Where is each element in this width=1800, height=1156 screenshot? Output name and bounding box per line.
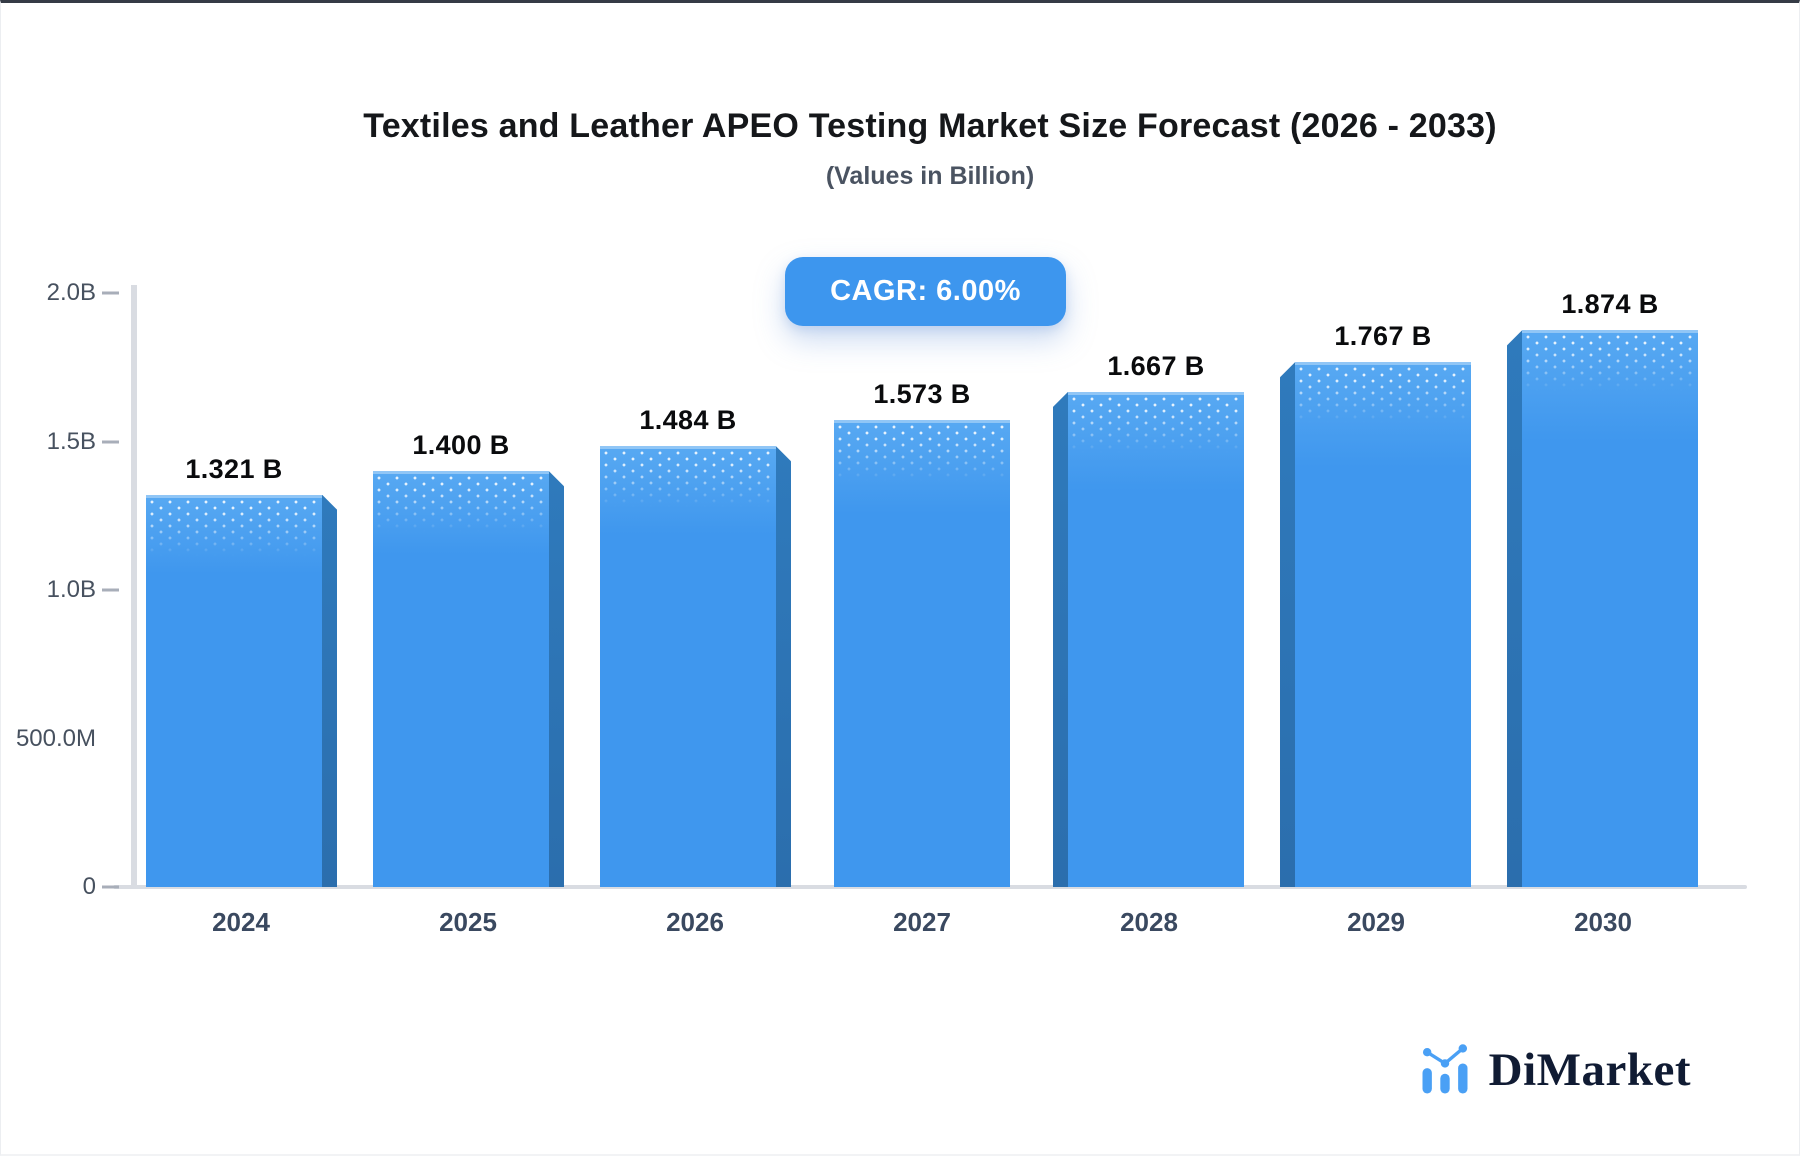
x-tick-label-2024: 2024	[212, 907, 270, 937]
bar-value-label: 1.874 B	[1561, 289, 1659, 320]
bar-top-dots-texture	[1297, 367, 1469, 424]
bar-2026	[600, 446, 791, 887]
bar-3d-side	[549, 471, 564, 887]
bar-body	[1522, 330, 1698, 887]
bar-3d-side	[322, 494, 337, 887]
x-tick-label-2027: 2027	[893, 907, 951, 937]
bar-top-dots-texture	[836, 424, 1008, 481]
bar-body	[146, 494, 322, 887]
x-tick-label-2025: 2025	[439, 907, 497, 937]
bar-value-label: 1.573 B	[873, 378, 971, 409]
bar-body	[373, 471, 549, 887]
bar-top-dots-texture	[148, 499, 320, 556]
y-tick-dash	[102, 440, 119, 443]
bar-2028	[1053, 391, 1244, 887]
bar-value-label: 1.321 B	[185, 453, 283, 484]
bar-2029	[1280, 362, 1471, 887]
y-axis-line	[131, 285, 137, 887]
y-tick-label: 2.0B	[46, 279, 96, 306]
y-tick-label: 0	[82, 873, 96, 900]
y-tick-dash	[102, 885, 119, 889]
bar-body	[1295, 362, 1471, 887]
y-tick-dash	[102, 588, 119, 592]
cagr-badge-label: CAGR: 6.00%	[830, 275, 1021, 307]
bar-value-label: 1.667 B	[1107, 350, 1205, 381]
bar-top-dots-texture	[1070, 396, 1242, 453]
chart-header: Textiles and Leather APEO Testing Market…	[81, 107, 1779, 191]
bar-3d-side	[1507, 330, 1522, 887]
y-tick-label: 500.0M	[15, 724, 96, 752]
bar-top-dots-texture	[1524, 335, 1696, 392]
bar-3d-side	[776, 446, 791, 887]
x-axis-baseline	[113, 885, 1747, 889]
brand-logo: DiMarket	[1415, 1040, 1691, 1100]
bar-chart-logo-icon	[1422, 1044, 1468, 1094]
bar-2024	[146, 494, 337, 887]
x-tick-label-2029: 2029	[1347, 907, 1405, 937]
cagr-badge: CAGR: 6.00%	[785, 257, 1066, 326]
bar-3d-side	[1280, 362, 1295, 887]
bar-top-dots-texture	[375, 476, 547, 533]
chart-title: Textiles and Leather APEO Testing Market…	[363, 107, 1497, 145]
bar-2030	[1507, 330, 1698, 887]
x-tick-label-2026: 2026	[666, 907, 724, 937]
bar-3d-side	[1053, 391, 1068, 887]
bar-2027	[834, 419, 1010, 887]
y-tick-dash	[102, 291, 119, 295]
x-tick-label-2030: 2030	[1574, 907, 1632, 937]
bar-value-label: 1.400 B	[412, 430, 510, 461]
chart-subtitle: (Values in Billion)	[825, 162, 1035, 190]
x-tick-label-2028: 2028	[1120, 907, 1178, 937]
bar-value-label: 1.484 B	[639, 405, 737, 436]
bar-body	[600, 446, 776, 887]
bar-value-label: 1.767 B	[1334, 321, 1432, 352]
y-tick-label: 1.5B	[46, 427, 96, 455]
y-tick-label: 1.0B	[46, 576, 96, 603]
bar-2025	[373, 471, 564, 887]
brand-logo-text: DiMarket	[1488, 1044, 1691, 1096]
bar-body	[834, 419, 1010, 887]
bar-body	[1068, 391, 1244, 887]
bar-top-dots-texture	[602, 451, 774, 508]
bar-chart-plot-area: 2.0B 1.5B 1.0B 500.0M 0 1.321 B 2024 1.400 B 202…	[1, 3, 1799, 1154]
